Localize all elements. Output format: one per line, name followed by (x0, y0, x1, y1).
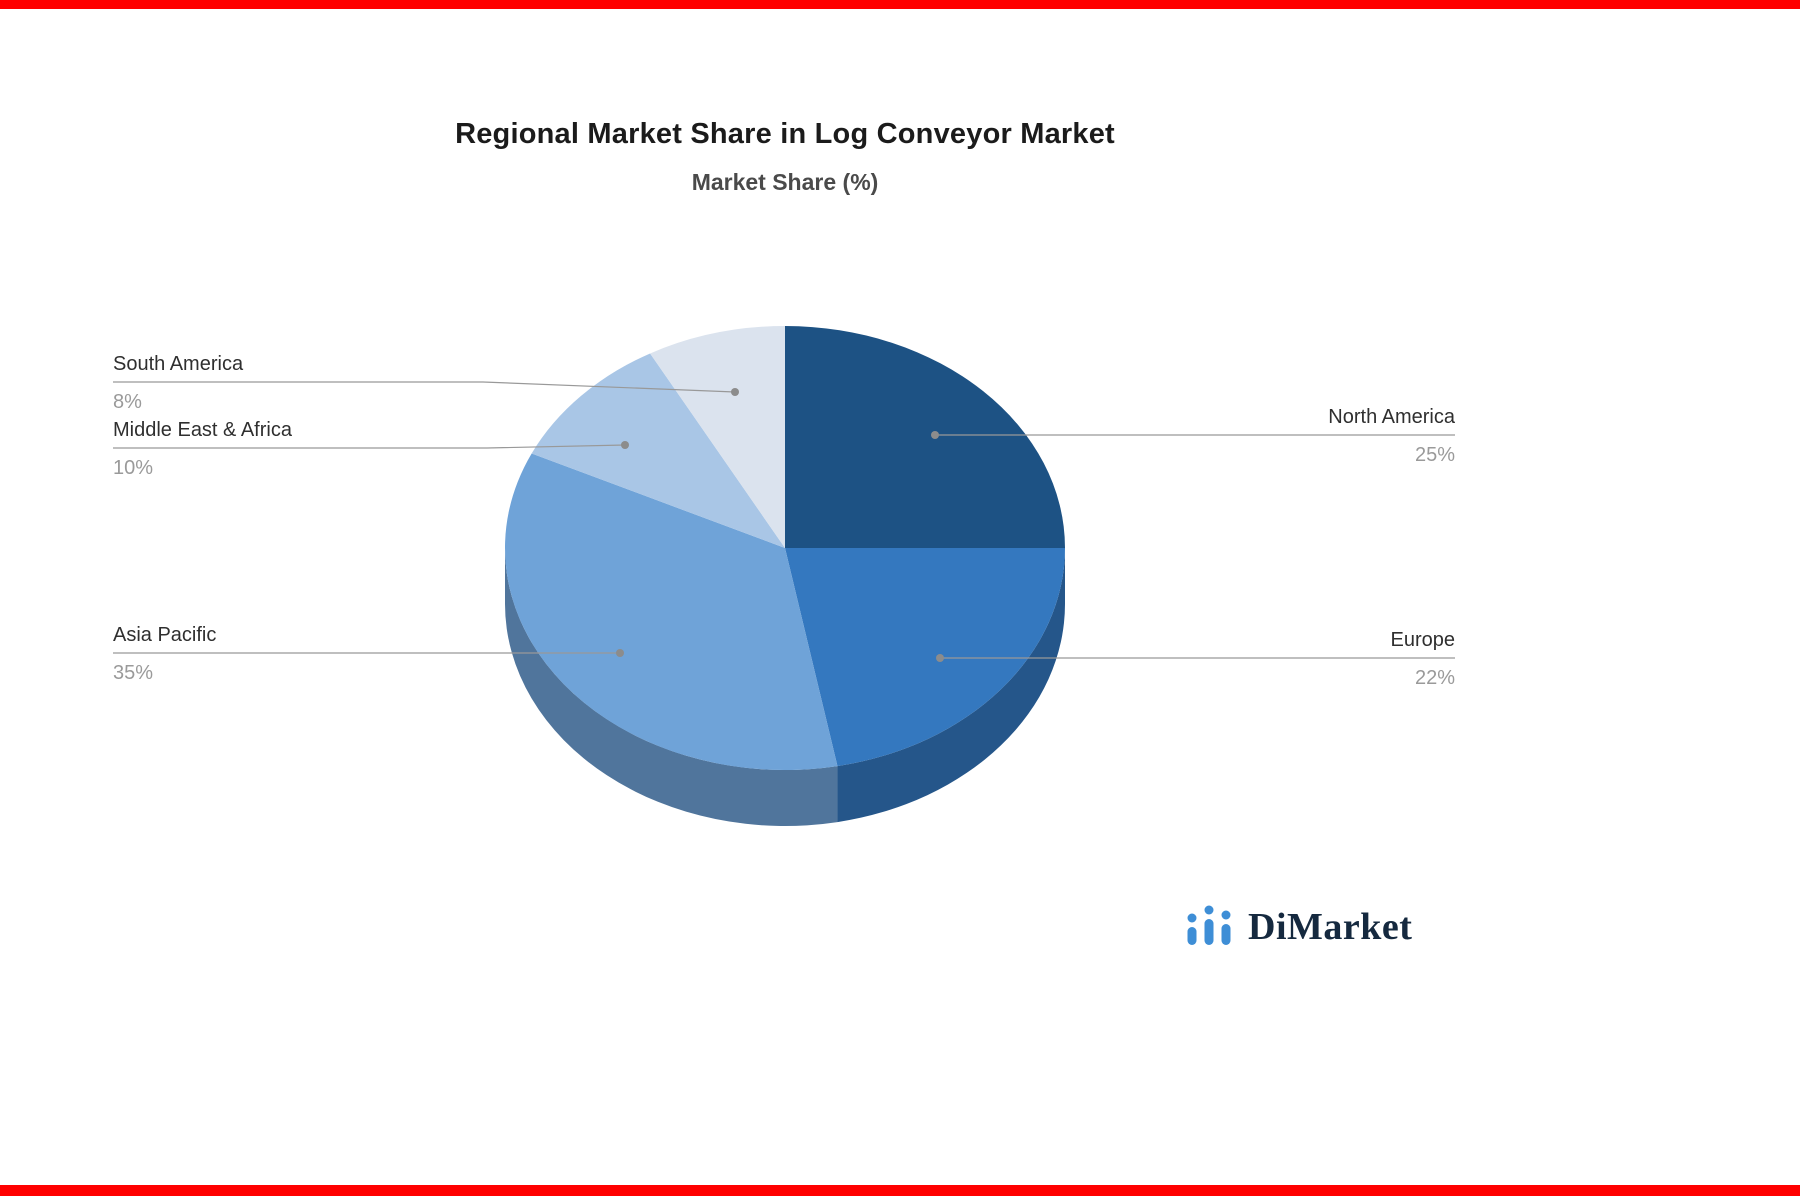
chart-title: Regional Market Share in Log Conveyor Ma… (455, 118, 1115, 150)
slice-label-europe: Europe (1390, 629, 1456, 651)
chart-subtitle: Market Share (%) (691, 169, 879, 195)
pie-slice-side-asia-pacific (505, 548, 838, 826)
slice-value-middle-east-africa: 10% (113, 457, 154, 479)
bottom-border (0, 1185, 1800, 1196)
leader-dot-asia-pacific (616, 649, 624, 657)
pie-slice-side-europe (837, 548, 1065, 823)
pie-slices (505, 326, 1065, 826)
callout-lines (113, 381, 1455, 662)
top-border (0, 0, 1800, 9)
pie-slice-asia-pacific (505, 453, 838, 770)
slice-value-europe: 22% (1414, 667, 1455, 689)
slice-label-asia-pacific: Asia Pacific (113, 624, 217, 646)
slice-value-south-america: 8% (113, 391, 142, 413)
logo-text: DiMarket (1248, 906, 1413, 948)
pie-slice-south-america (650, 326, 785, 548)
slice-label-north-america: North America (1328, 406, 1455, 428)
pie-slice-north-america (785, 326, 1065, 548)
slice-label-middle-east-africa: Middle East & Africa (113, 419, 292, 441)
brand-logo: DiMarket (1183, 901, 1412, 953)
slice-value-asia-pacific: 35% (113, 662, 154, 684)
pie-slice-europe (785, 548, 1065, 767)
bar-chart-dots-icon (1187, 905, 1231, 945)
leader-dot-south-america (731, 388, 739, 396)
leader-line-middle-east-africa (113, 444, 626, 449)
leader-dot-middle-east-africa (621, 441, 629, 449)
pie-slice-middle-east-africa (531, 353, 785, 548)
leader-dot-europe (936, 654, 944, 662)
leader-line-south-america (113, 381, 736, 393)
leader-dot-north-america (931, 431, 939, 439)
slice-value-north-america: 25% (1414, 444, 1455, 466)
slice-label-south-america: South America (113, 353, 244, 375)
